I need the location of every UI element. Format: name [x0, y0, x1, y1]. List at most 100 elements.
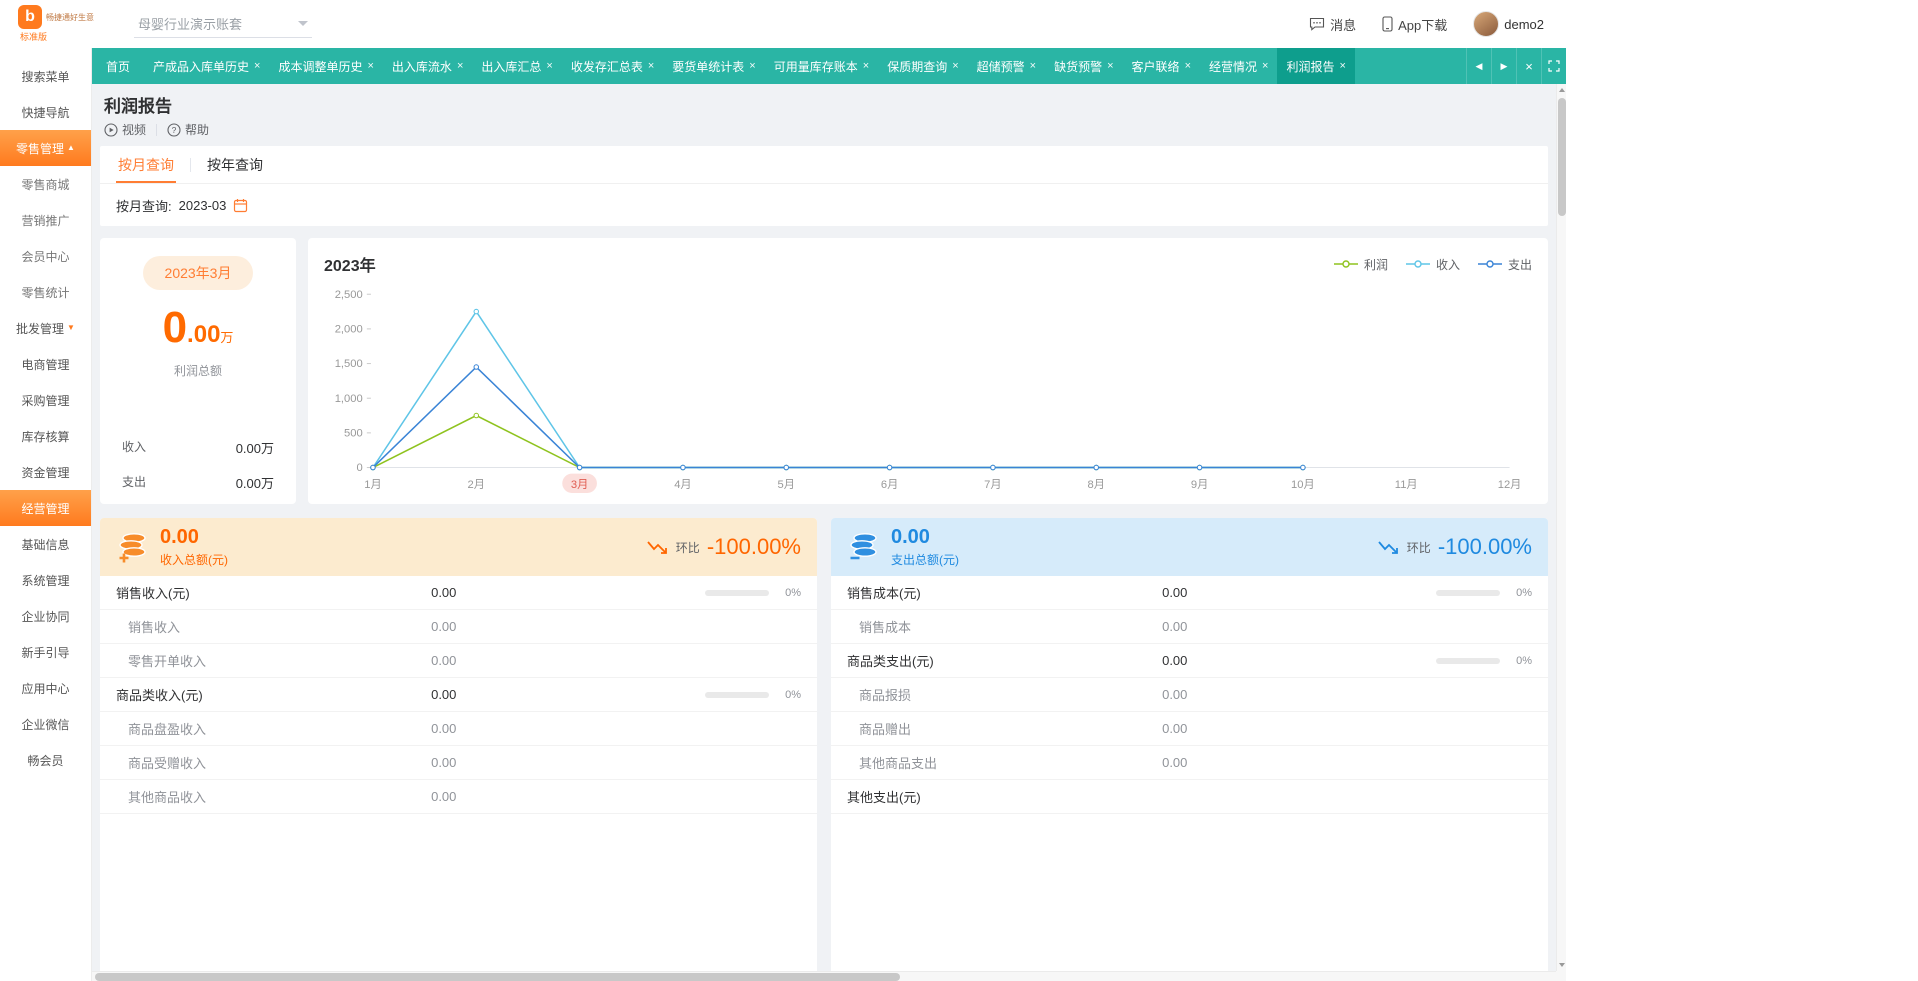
table-row: 商品赠出 0.00: [831, 712, 1548, 746]
sidebar-item-quick-nav[interactable]: 快捷导航: [0, 94, 91, 130]
tab-profit-report[interactable]: 利润报告 ×: [1277, 48, 1355, 84]
tab-close-icon[interactable]: ×: [254, 59, 261, 72]
tab-overstock-alert[interactable]: 超储预警 ×: [968, 48, 1045, 84]
tab-close-icon[interactable]: ×: [1184, 59, 1191, 72]
tab-receipt-dispatch-summary[interactable]: 收发存汇总表 ×: [562, 48, 663, 84]
sidebar-item-funds[interactable]: 资金管理: [0, 454, 91, 490]
account-select[interactable]: 母婴行业演示账套: [134, 10, 312, 38]
tab-close-icon[interactable]: ×: [647, 59, 655, 72]
tab-available-stock-ledger[interactable]: 可用量库存账本 ×: [765, 48, 878, 84]
sidebar-item-label: 企业微信: [21, 717, 70, 732]
legend-marker: [1405, 260, 1430, 268]
scroll-down-icon[interactable]: [1557, 959, 1566, 971]
income-mom-value: -100.00%: [706, 534, 801, 559]
tab-close-icon[interactable]: ×: [749, 59, 756, 72]
tab-close-icon[interactable]: ×: [546, 59, 553, 72]
tab-close-icon[interactable]: ×: [952, 59, 959, 72]
table-row: 销售成本(元) 0.00 0%: [831, 576, 1548, 610]
sidebar-item-retail-mall[interactable]: 零售商城: [0, 166, 91, 202]
chart-title: 2023年: [324, 258, 376, 275]
horizontal-scrollbar-thumb[interactable]: [95, 973, 901, 981]
tab-label: 出入库汇总: [481, 59, 542, 74]
tab-close-icon[interactable]: ×: [1107, 59, 1114, 72]
tab-label: 成本调整单历史: [278, 59, 363, 74]
sidebar-item-system[interactable]: 系统管理: [0, 562, 91, 598]
tab-close-icon[interactable]: ×: [1029, 59, 1037, 72]
sidebar-item-app-center[interactable]: 应用中心: [0, 670, 91, 706]
sidebar-item-search-menu[interactable]: 搜索菜单: [0, 58, 91, 94]
stat-label: 销售收入(元): [116, 586, 190, 601]
tab-close-icon[interactable]: ×: [367, 59, 374, 72]
video-button[interactable]: 视频: [104, 121, 146, 138]
tab-shortage-alert[interactable]: 缺货预警 ×: [1045, 48, 1122, 84]
sidebar-item-retail-stats[interactable]: 零售统计: [0, 274, 91, 310]
tab-close-icon[interactable]: ×: [1339, 59, 1346, 72]
tab-shelf-life-query[interactable]: 保质期查询 ×: [878, 48, 967, 84]
tab-cost-adjustment-history[interactable]: 成本调整单历史 ×: [269, 48, 382, 84]
tab-close-icon[interactable]: ×: [456, 59, 464, 72]
messages-button[interactable]: 消息: [1309, 15, 1356, 34]
legend-label: 利润: [1363, 257, 1388, 272]
sidebar-item-marketing[interactable]: 营销推广: [0, 202, 91, 238]
expense-report-card: 0.00 支出总额(元) 环比 -100.00% 销售成本(元) 0.00 0%…: [831, 518, 1548, 971]
tab-inout-summary[interactable]: 出入库汇总 ×: [472, 48, 561, 84]
stat-progress: 0%: [1436, 655, 1532, 667]
messages-label: 消息: [1330, 17, 1357, 33]
income-coins-icon: [119, 533, 146, 563]
tab-business-status[interactable]: 经营情况 ×: [1200, 48, 1277, 84]
tab-query-by-month[interactable]: 按月查询: [116, 146, 176, 183]
sidebar-item-enterprise-collab[interactable]: 企业协同: [0, 598, 91, 634]
account-select-value: 母婴行业演示账套: [138, 17, 243, 32]
topbar: b 畅捷通好生意 标准版 母婴行业演示账套 消息 App下载 demo2: [0, 0, 1566, 48]
user-menu[interactable]: demo2: [1473, 11, 1544, 37]
tab-demand-order-stats[interactable]: 要货单统计表 ×: [663, 48, 764, 84]
vertical-scrollbar-thumb[interactable]: [1558, 98, 1566, 216]
table-row: 其他商品收入 0.00: [100, 780, 817, 814]
caret-up-icon: ▲: [67, 143, 75, 152]
sidebar-item-chang-member[interactable]: 畅会员: [0, 742, 91, 778]
avatar[interactable]: [1473, 11, 1500, 37]
help-button[interactable]: ? 帮助: [167, 121, 209, 138]
stat-label: 销售成本(元): [847, 586, 921, 601]
legend-item-income[interactable]: 收入: [1405, 256, 1460, 273]
month-picker-value[interactable]: 2023-03: [178, 197, 227, 213]
sidebar-item-inventory-accounting[interactable]: 库存核算: [0, 418, 91, 454]
tab-close-icon[interactable]: ×: [862, 59, 870, 72]
svg-text:12月: 12月: [1498, 479, 1522, 491]
stat-value: 0.00: [1162, 585, 1188, 600]
sidebar-item-purchase[interactable]: 采购管理: [0, 382, 91, 418]
legend-item-expense[interactable]: 支出: [1477, 256, 1532, 273]
legend-item-profit[interactable]: 利润: [1333, 256, 1388, 273]
tab-customer-contact[interactable]: 客户联络 ×: [1123, 48, 1200, 84]
tab-finished-goods-inbound-history[interactable]: 产成品入库单历史 ×: [144, 48, 269, 84]
sidebar-item-retail-management[interactable]: 零售管理 ▲: [0, 130, 91, 166]
profit-total-value: 0.00万: [163, 306, 234, 350]
fullscreen-icon[interactable]: [1541, 48, 1566, 84]
horizontal-scrollbar[interactable]: [92, 971, 1556, 981]
close-all-tabs-icon[interactable]: ×: [1516, 48, 1541, 84]
tab-scroll-right-icon[interactable]: ▶: [1491, 48, 1516, 84]
sidebar-item-member-center[interactable]: 会员中心: [0, 238, 91, 274]
sidebar-item-wholesale-management[interactable]: 批发管理 ▼: [0, 310, 91, 346]
stat-label: 商品类收入(元): [116, 688, 203, 703]
tab-label: 产成品入库单历史: [153, 59, 250, 74]
calendar-icon[interactable]: [233, 198, 248, 213]
sidebar-item-label: 搜索菜单: [21, 69, 70, 84]
tab-close-icon[interactable]: ×: [1262, 59, 1269, 72]
tab-home[interactable]: 首页: [92, 48, 144, 84]
open-tabs: 首页 产成品入库单历史 × 成本调整单历史 × 出入库流水 × 出入库汇总 × 收发存汇…: [92, 48, 1466, 84]
sidebar-item-wecom[interactable]: 企业微信: [0, 706, 91, 742]
scroll-up-icon[interactable]: [1557, 84, 1566, 96]
svg-text:1,000: 1,000: [335, 393, 363, 405]
app-download-button[interactable]: App下载: [1382, 15, 1447, 34]
sidebar-item-beginner-guide[interactable]: 新手引导: [0, 634, 91, 670]
sidebar-item-basic-info[interactable]: 基础信息: [0, 526, 91, 562]
tab-scroll-left-icon[interactable]: ◀: [1466, 48, 1491, 84]
tab-inout-flow[interactable]: 出入库流水 ×: [383, 48, 472, 84]
message-icon: [1310, 17, 1325, 31]
tab-query-by-year[interactable]: 按年查询: [207, 156, 263, 173]
sidebar-item-ecommerce[interactable]: 电商管理: [0, 346, 91, 382]
vertical-scrollbar[interactable]: [1556, 84, 1566, 971]
sidebar-item-business-management[interactable]: 经营管理: [0, 490, 91, 526]
svg-text:10月: 10月: [1291, 479, 1315, 491]
